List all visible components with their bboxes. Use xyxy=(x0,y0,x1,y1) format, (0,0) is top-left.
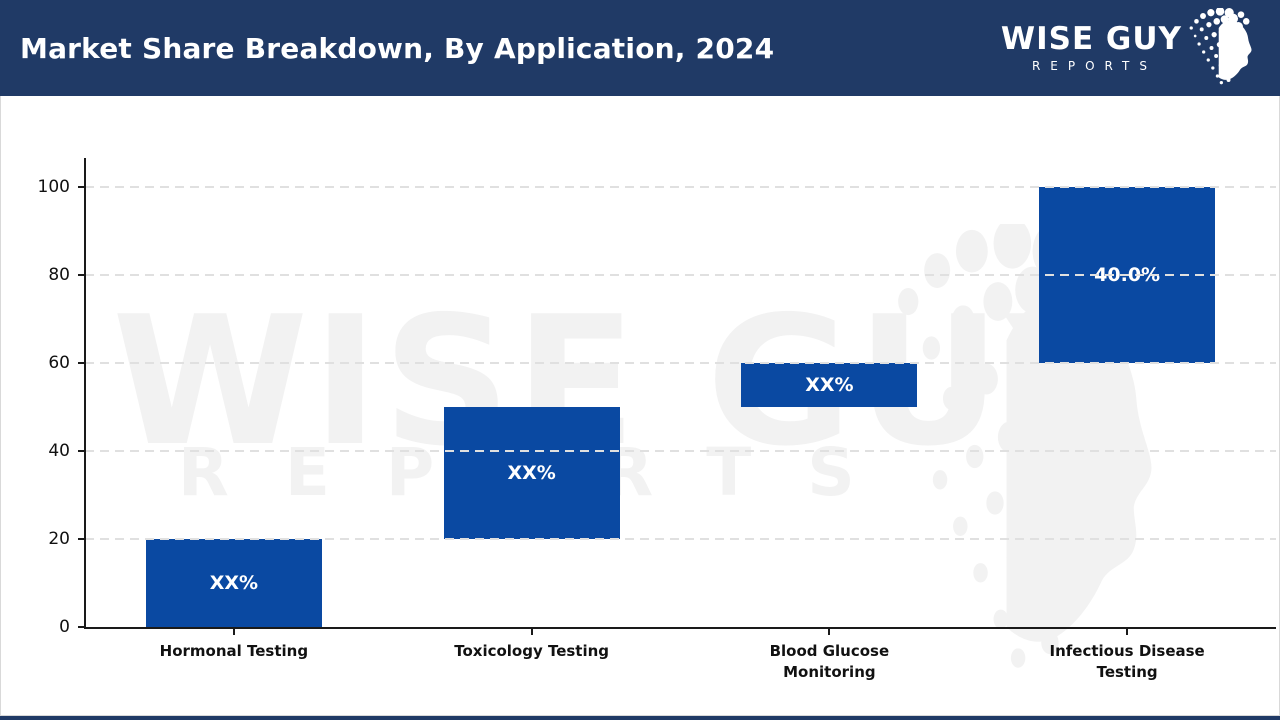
y-axis-tick-label: 60 xyxy=(48,353,70,373)
gridline xyxy=(85,538,1276,540)
y-axis-tick xyxy=(78,626,85,628)
y-axis-tick xyxy=(78,538,85,540)
x-axis-tick xyxy=(232,628,235,635)
bar-value-label: XX% xyxy=(805,374,854,396)
x-category-label: Hormonal Testing xyxy=(159,642,309,660)
y-axis-tick-label: 20 xyxy=(48,529,70,549)
chart-canvas: WISE GUY REPORTS 020406080100XX%Hormonal… xyxy=(0,96,1280,715)
y-axis-tick-label: 80 xyxy=(48,265,70,285)
header-bar: Market Share Breakdown, By Application, … xyxy=(0,0,1280,96)
y-axis-tick xyxy=(78,362,85,364)
brand-logo-text: WISE GUY REPORTS xyxy=(1000,20,1182,73)
x-category-label: Infectious Disease Testing xyxy=(1049,642,1205,681)
logo-subtext: REPORTS xyxy=(1031,58,1157,73)
x-axis-tick xyxy=(828,628,831,635)
gridline xyxy=(85,362,1276,364)
y-axis-tick-label: 100 xyxy=(37,177,70,197)
x-category-label: Blood Glucose Monitoring xyxy=(769,642,890,681)
bar-value-label: XX% xyxy=(209,572,259,594)
brand-logo: WISE GUY REPORTS xyxy=(1001,8,1258,88)
bar-1: XX% xyxy=(145,539,322,627)
x-category-label: Toxicology Testing xyxy=(454,642,610,660)
bar-value-label: XX% xyxy=(507,462,556,484)
y-axis-tick-label: 0 xyxy=(59,617,70,637)
y-axis-tick xyxy=(78,450,85,452)
wiseguy-face-icon xyxy=(1189,8,1252,85)
footer-bar xyxy=(0,715,1280,720)
x-axis-tick xyxy=(530,628,533,635)
bar-2: XX% xyxy=(443,407,620,539)
page-title: Market Share Breakdown, By Application, … xyxy=(20,31,775,65)
gridline xyxy=(85,274,1276,276)
x-axis-tick xyxy=(1126,628,1129,635)
y-axis-tick xyxy=(78,274,85,276)
x-axis-line xyxy=(84,627,1276,629)
gridline xyxy=(85,450,1276,452)
y-axis-tick-label: 40 xyxy=(48,441,70,461)
gridline xyxy=(85,186,1276,188)
logo-wordmark: WISE GUY xyxy=(1000,20,1182,57)
bar-3: XX% xyxy=(741,363,918,407)
y-axis-tick xyxy=(78,186,85,188)
y-axis-line xyxy=(84,158,86,629)
